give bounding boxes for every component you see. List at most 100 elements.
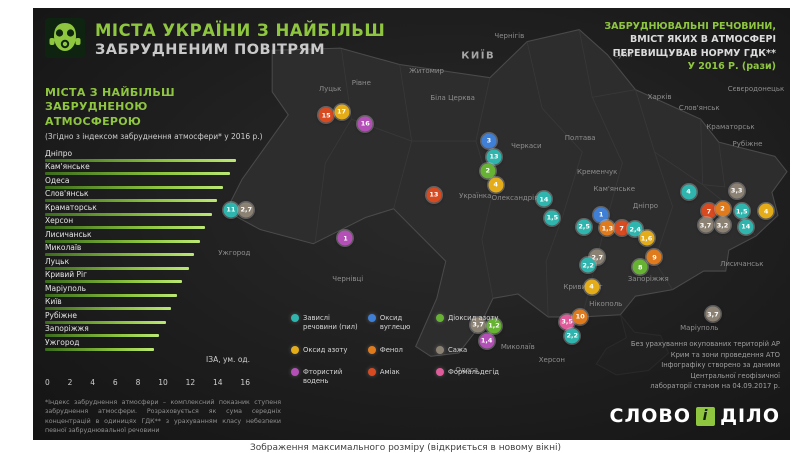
map-city-label: Українка (459, 192, 492, 201)
pollution-bubble-nh3: 15 (318, 107, 334, 123)
pollution-bubble-no: 17 (334, 104, 349, 120)
pollution-bubble-dust: 14 (536, 191, 552, 207)
pollution-bubble-dust: 4 (681, 184, 696, 200)
bar-track (45, 320, 250, 324)
bar-row: Рубіжне (45, 310, 281, 324)
bar-fill (45, 293, 178, 297)
map-city-label: Ужгород (218, 248, 251, 257)
pollution-bubble-soot: 3,7 (470, 317, 486, 333)
pollution-bubble-dust: 1,5 (734, 203, 750, 219)
pollution-bubble-phenol: 2 (715, 201, 731, 217)
logo-i-icon: і (696, 406, 716, 426)
pollution-bubble-soot: 2,7 (238, 202, 254, 218)
legend-item-label: Фенол (379, 345, 403, 354)
pollution-bubble-soot: 3,3 (729, 183, 745, 199)
axis-tick: 6 (112, 377, 118, 387)
bar-city-label: Одеса (45, 175, 70, 185)
hf-legend-dot (291, 368, 299, 377)
pollution-bubble-form: 3,5 (559, 314, 575, 330)
legend-item: Формальдегід (435, 368, 499, 386)
bar-row: Київ (45, 297, 281, 311)
pollution-bubble-no: 4 (488, 177, 504, 193)
pollution-bubble-dust: 2,2 (564, 328, 580, 344)
bar-city-label: Слов'янськ (45, 189, 89, 199)
map-city-label: Запоріжжя (627, 275, 669, 284)
axis-tick: 14 (213, 377, 223, 387)
legend-item: Оксид азоту (291, 345, 358, 355)
bar-row: Лисичанськ (45, 230, 281, 243)
slovoidilo-logo: СЛОВО і ДІЛО (610, 405, 780, 427)
map-city-label: Кременчук (577, 167, 618, 176)
legend-item: Сажа (435, 345, 499, 355)
pollution-bubble-no: 4 (758, 203, 774, 219)
map-legend-title: ЗАБРУДНЮВАЛЬНІ РЕЧОВИНИ, ВМІСТ ЯКИХ В АТ… (604, 20, 776, 73)
bar-track (45, 334, 250, 338)
pollution-bubble-soot: 3,7 (705, 306, 721, 322)
form-legend-dot (435, 368, 444, 377)
bar-city-label: Миколаїв (45, 243, 82, 253)
bar-row: Запоріжжя (45, 325, 281, 338)
legend-item: Завислі речовини (пил) (291, 314, 358, 332)
co-legend-dot (367, 314, 376, 322)
map-city-label: Біла Церква (430, 94, 475, 103)
bar-row: Ужгород (45, 337, 281, 351)
bar-fill (45, 226, 206, 230)
legend-item-label: Фтористий водень (303, 368, 343, 386)
phenol-legend-dot (367, 345, 376, 354)
logo-word1: СЛОВО (609, 405, 692, 427)
bar-fill (45, 185, 224, 189)
pollution-bubble-dust: 2,2 (580, 257, 596, 273)
fullsize-image-link[interactable]: Зображення максимального розміру (відкри… (249, 443, 562, 453)
pollution-bubble-dust: 13 (486, 149, 502, 165)
map-city-label: Миколаїв (500, 343, 535, 352)
footnote-1: *Індекс забруднення атмосфери – комплекс… (45, 398, 281, 435)
bar-fill (45, 212, 212, 216)
source-line: Центральної геофізичної (690, 371, 781, 380)
legend-item: Діоксид азоту (435, 314, 499, 332)
bar-city-label: Рубіжне (45, 310, 77, 320)
bar-row: Краматорськ (45, 203, 281, 216)
pollution-bubble-nh3: 13 (426, 187, 442, 203)
pollution-bubble-dust: 11 (223, 202, 239, 218)
map-city-label: Нікополь (589, 299, 623, 308)
crimea-outline (595, 314, 670, 376)
chart-title: МІСТА З НАЙБІЛЬШ ЗАБРУДНЕНОЮ АТМОСФЕРОЮ (45, 86, 175, 128)
bar-city-label: Київ (45, 297, 62, 307)
map-city-label: Полтава (564, 133, 596, 142)
bar-fill (45, 158, 236, 162)
no-legend-dot (291, 345, 299, 354)
bar-fill (45, 239, 200, 243)
soot-legend-dot (435, 345, 444, 354)
pollution-bubble-no: 1,6 (639, 230, 655, 246)
bar-row: Кам'янське (45, 163, 281, 176)
bar-city-label: Кривий Ріг (45, 270, 88, 280)
pollution-bubble-phenol: 9 (646, 249, 662, 265)
bar-track (45, 293, 250, 297)
dust-legend-dot (291, 314, 299, 322)
legend-item-label: Формальдегід (447, 368, 499, 377)
map-city-label: Рівне (351, 79, 371, 88)
header: МІСТА УКРАЇНИ З НАЙБІЛЬШ ЗАБРУДНЕНИМ ПОВ… (45, 18, 385, 62)
bar-row: Слов'янськ (45, 189, 281, 203)
map-city-label: Сєвєродонецьк (727, 84, 785, 93)
map-city-label: КИЇВ (461, 50, 496, 62)
bar-track (45, 280, 250, 284)
bar-row: Одеса (45, 175, 281, 189)
bar-city-label: Херсон (45, 216, 74, 226)
bar-city-label: Ужгород (45, 337, 80, 347)
bar-fill (45, 334, 159, 338)
bar-fill (45, 280, 183, 284)
bar-fill (45, 253, 194, 257)
pollution-bubble-hf: 1,4 (479, 333, 495, 349)
bar-track (45, 266, 250, 270)
source-line: Інфографіку створено за даними (661, 361, 780, 370)
bar-track (45, 347, 250, 351)
map-legend-title-line2: ВМІСТ ЯКИХ В АТМОСФЕРІ (630, 34, 776, 46)
no2-legend-dot (435, 314, 444, 322)
legend-item: Фтористий водень (291, 368, 358, 386)
pollution-bubble-dust: 1,5 (544, 210, 560, 226)
map-legend-title-line4: У 2016 Р. (рази) (687, 60, 776, 72)
map-city-label: Харків (647, 92, 672, 101)
pollution-bubble-no2: 2 (480, 163, 496, 179)
